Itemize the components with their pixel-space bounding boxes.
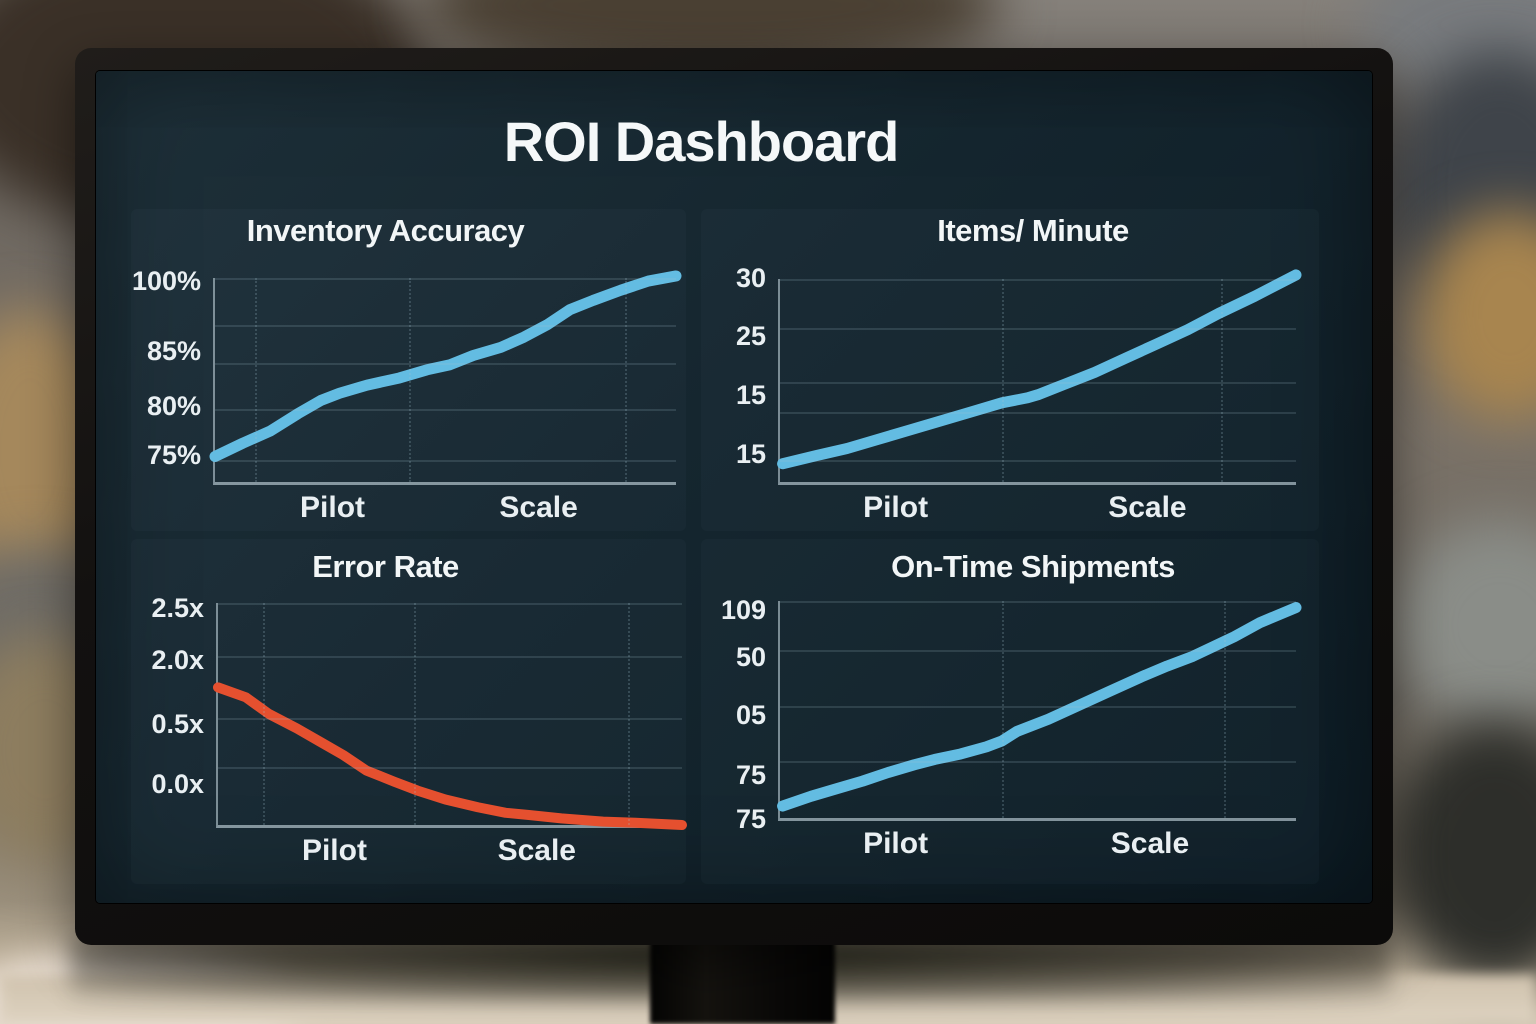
gridline-horizontal: [780, 460, 1296, 463]
y-tick-label: 75%: [146, 440, 201, 471]
gridline-horizontal: [215, 325, 676, 328]
y-tick-label: 50: [735, 642, 766, 673]
chart-plot: 30 25 15 15 Pilot Scale: [736, 263, 1296, 524]
y-tick-label: 0.5x: [151, 709, 204, 740]
gridline-horizontal: [780, 760, 1296, 763]
y-tick-label: 109: [720, 594, 766, 625]
x-tick-label: Scale: [1108, 491, 1187, 524]
gridline-vertical: [1223, 601, 1226, 818]
y-tick-label: 30: [735, 262, 766, 293]
dashboard-screen: ROI Dashboard Inventory Accuracy 100% 85%…: [96, 71, 1372, 903]
gridline-horizontal: [218, 767, 682, 770]
y-tick-label: 2.0x: [151, 645, 204, 676]
x-tick-label: Pilot: [863, 491, 929, 524]
chart-title: Error Rate: [312, 549, 459, 584]
line-series: [218, 603, 682, 825]
gridline-horizontal: [218, 656, 682, 659]
chart-panel-inventory-accuracy: Inventory Accuracy 100% 85% 80% 75% Pilot Sca…: [131, 209, 686, 531]
gridline-vertical: [1221, 279, 1224, 482]
x-tick-label: Pilot: [863, 827, 929, 860]
x-tick-label: Pilot: [301, 834, 367, 867]
chart-title: Items/ Minute: [937, 213, 1129, 248]
chart-plot: 100% 85% 80% 75% Pilot Scale: [132, 266, 676, 524]
chart-panel-error-rate: Error Rate 2.5x 2.0x 0.5x 0.0x Pilot Scale: [131, 539, 686, 884]
y-tick-label: 15: [735, 380, 766, 411]
gridline-vertical: [1001, 601, 1004, 818]
y-tick-label: 25: [735, 320, 766, 351]
chart-title: On-Time Shipments: [891, 549, 1175, 584]
line-series: [780, 601, 1296, 818]
background-blur-blob: [1385, 720, 1536, 990]
gridline-vertical: [263, 603, 265, 825]
gridline-vertical: [1001, 279, 1004, 482]
background-blur-blob: [1395, 520, 1536, 730]
gridline-horizontal: [215, 460, 676, 463]
y-tick-label: 75: [735, 804, 766, 835]
y-tick-label: 15: [735, 439, 766, 470]
gridline-horizontal: [215, 362, 676, 365]
gridline-horizontal: [780, 650, 1296, 653]
gridline-horizontal: [780, 381, 1296, 384]
gridline-vertical: [408, 278, 411, 482]
chart-title: Inventory Accuracy: [246, 213, 525, 248]
y-tick-label: 85%: [146, 335, 201, 366]
gridline-horizontal: [780, 601, 1296, 603]
gridline-horizontal: [215, 278, 676, 280]
chart-panel-items-per-minute: Items/ Minute 30 25 15 15 Pilot Scale: [701, 209, 1319, 531]
y-tick-label: 75: [735, 759, 766, 790]
line-series: [215, 278, 676, 482]
chart-panel-on-time-shipments: On-Time Shipments 109 50 05 75 75 Pilot Scale: [701, 539, 1319, 884]
y-tick-label: 05: [735, 699, 766, 730]
monitor-stand: [650, 938, 835, 1024]
gridline-horizontal: [218, 603, 682, 605]
y-tick-label: 100%: [131, 265, 201, 296]
x-tick-label: Pilot: [300, 491, 366, 524]
gridline-horizontal: [218, 718, 682, 721]
x-tick-label: Scale: [499, 491, 578, 524]
y-tick-label: 2.5x: [151, 592, 204, 623]
gridline-horizontal: [215, 408, 676, 411]
gridline-vertical: [625, 278, 628, 482]
page-title: ROI Dashboard: [503, 110, 900, 173]
gridline-horizontal: [780, 706, 1296, 709]
gridline-vertical: [254, 278, 257, 482]
line-series: [780, 279, 1296, 482]
gridline-horizontal: [780, 279, 1296, 281]
chart-plot: 2.5x 2.0x 0.5x 0.0x Pilot Scale: [151, 593, 682, 867]
y-tick-label: 80%: [146, 391, 201, 422]
gridline-vertical: [628, 603, 631, 825]
x-tick-label: Scale: [1110, 827, 1190, 860]
gridline-horizontal: [780, 411, 1296, 414]
chart-plot: 109 50 05 75 75 Pilot Scale: [721, 595, 1296, 860]
monitor-bezel: ROI Dashboard Inventory Accuracy 100% 85%…: [75, 48, 1393, 945]
x-tick-label: Scale: [497, 834, 576, 867]
gridline-horizontal: [780, 328, 1296, 331]
gridline-vertical: [414, 603, 417, 825]
y-tick-label: 0.0x: [151, 768, 204, 799]
